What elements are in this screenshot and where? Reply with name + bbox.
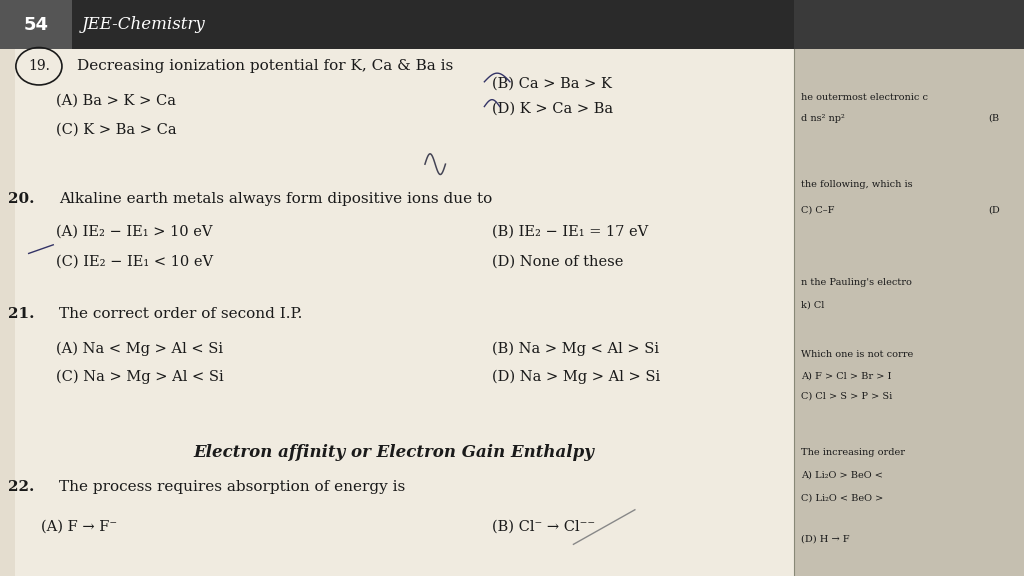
FancyBboxPatch shape — [0, 0, 15, 576]
Text: (D) H → F: (D) H → F — [801, 534, 849, 543]
Text: 54: 54 — [24, 16, 48, 34]
Text: C) Li₂O < BeO >: C) Li₂O < BeO > — [801, 494, 883, 503]
Text: (D) None of these: (D) None of these — [492, 255, 623, 269]
Text: (A) Na < Mg > Al < Si: (A) Na < Mg > Al < Si — [56, 342, 223, 355]
FancyBboxPatch shape — [794, 0, 1024, 49]
FancyBboxPatch shape — [794, 0, 1024, 576]
Text: (A) IE₂ − IE₁ > 10 eV: (A) IE₂ − IE₁ > 10 eV — [56, 225, 213, 239]
Text: The increasing order: The increasing order — [801, 448, 905, 457]
Text: (B) IE₂ − IE₁ = 17 eV: (B) IE₂ − IE₁ = 17 eV — [492, 225, 648, 239]
Text: d ns² np²: d ns² np² — [801, 113, 845, 123]
Text: (C) Na > Mg > Al < Si: (C) Na > Mg > Al < Si — [56, 370, 224, 384]
FancyBboxPatch shape — [0, 0, 1024, 49]
Text: Alkaline earth metals always form dipositive ions due to: Alkaline earth metals always form diposi… — [59, 192, 493, 206]
FancyBboxPatch shape — [0, 0, 72, 49]
Text: (B) Cl⁻ → Cl⁻⁻: (B) Cl⁻ → Cl⁻⁻ — [492, 520, 595, 534]
Text: JEE-Chemistry: JEE-Chemistry — [82, 16, 206, 33]
Text: (A) Ba > K > Ca: (A) Ba > K > Ca — [56, 94, 176, 108]
Text: A) F > Cl > Br > I: A) F > Cl > Br > I — [801, 371, 891, 380]
Text: (D) K > Ca > Ba: (D) K > Ca > Ba — [492, 101, 612, 115]
Text: Electron affinity or Electron Gain Enthalpy: Electron affinity or Electron Gain Entha… — [194, 444, 595, 461]
Text: (B: (B — [988, 113, 999, 123]
Text: n the Pauling's electro: n the Pauling's electro — [801, 278, 911, 287]
Text: (A) F → F⁻: (A) F → F⁻ — [41, 520, 117, 534]
Text: C) Cl > S > P > Si: C) Cl > S > P > Si — [801, 392, 892, 401]
Text: 20.: 20. — [8, 192, 35, 206]
Text: The process requires absorption of energy is: The process requires absorption of energ… — [59, 480, 406, 494]
Text: Decreasing ionization potential for K, Ca & Ba is: Decreasing ionization potential for K, C… — [77, 59, 453, 73]
Text: 22.: 22. — [8, 480, 35, 494]
Text: (C) IE₂ − IE₁ < 10 eV: (C) IE₂ − IE₁ < 10 eV — [56, 255, 213, 269]
Text: 19.: 19. — [28, 59, 50, 73]
Text: he outermost electronic c: he outermost electronic c — [801, 93, 928, 103]
Text: A) Li₂O > BeO <: A) Li₂O > BeO < — [801, 471, 883, 480]
Text: Which one is not corre: Which one is not corre — [801, 350, 913, 359]
Text: the following, which is: the following, which is — [801, 180, 912, 189]
Text: (B) Na > Mg < Al > Si: (B) Na > Mg < Al > Si — [492, 342, 658, 355]
Text: The correct order of second I.P.: The correct order of second I.P. — [59, 307, 303, 321]
Text: (B) Ca > Ba > K: (B) Ca > Ba > K — [492, 77, 611, 90]
Text: C) C–F: C) C–F — [801, 206, 835, 215]
Text: (D: (D — [988, 206, 999, 215]
Text: (C) K > Ba > Ca: (C) K > Ba > Ca — [56, 123, 177, 137]
Text: k) Cl: k) Cl — [801, 301, 824, 310]
Text: (D) Na > Mg > Al > Si: (D) Na > Mg > Al > Si — [492, 370, 659, 384]
Text: 21.: 21. — [8, 307, 35, 321]
